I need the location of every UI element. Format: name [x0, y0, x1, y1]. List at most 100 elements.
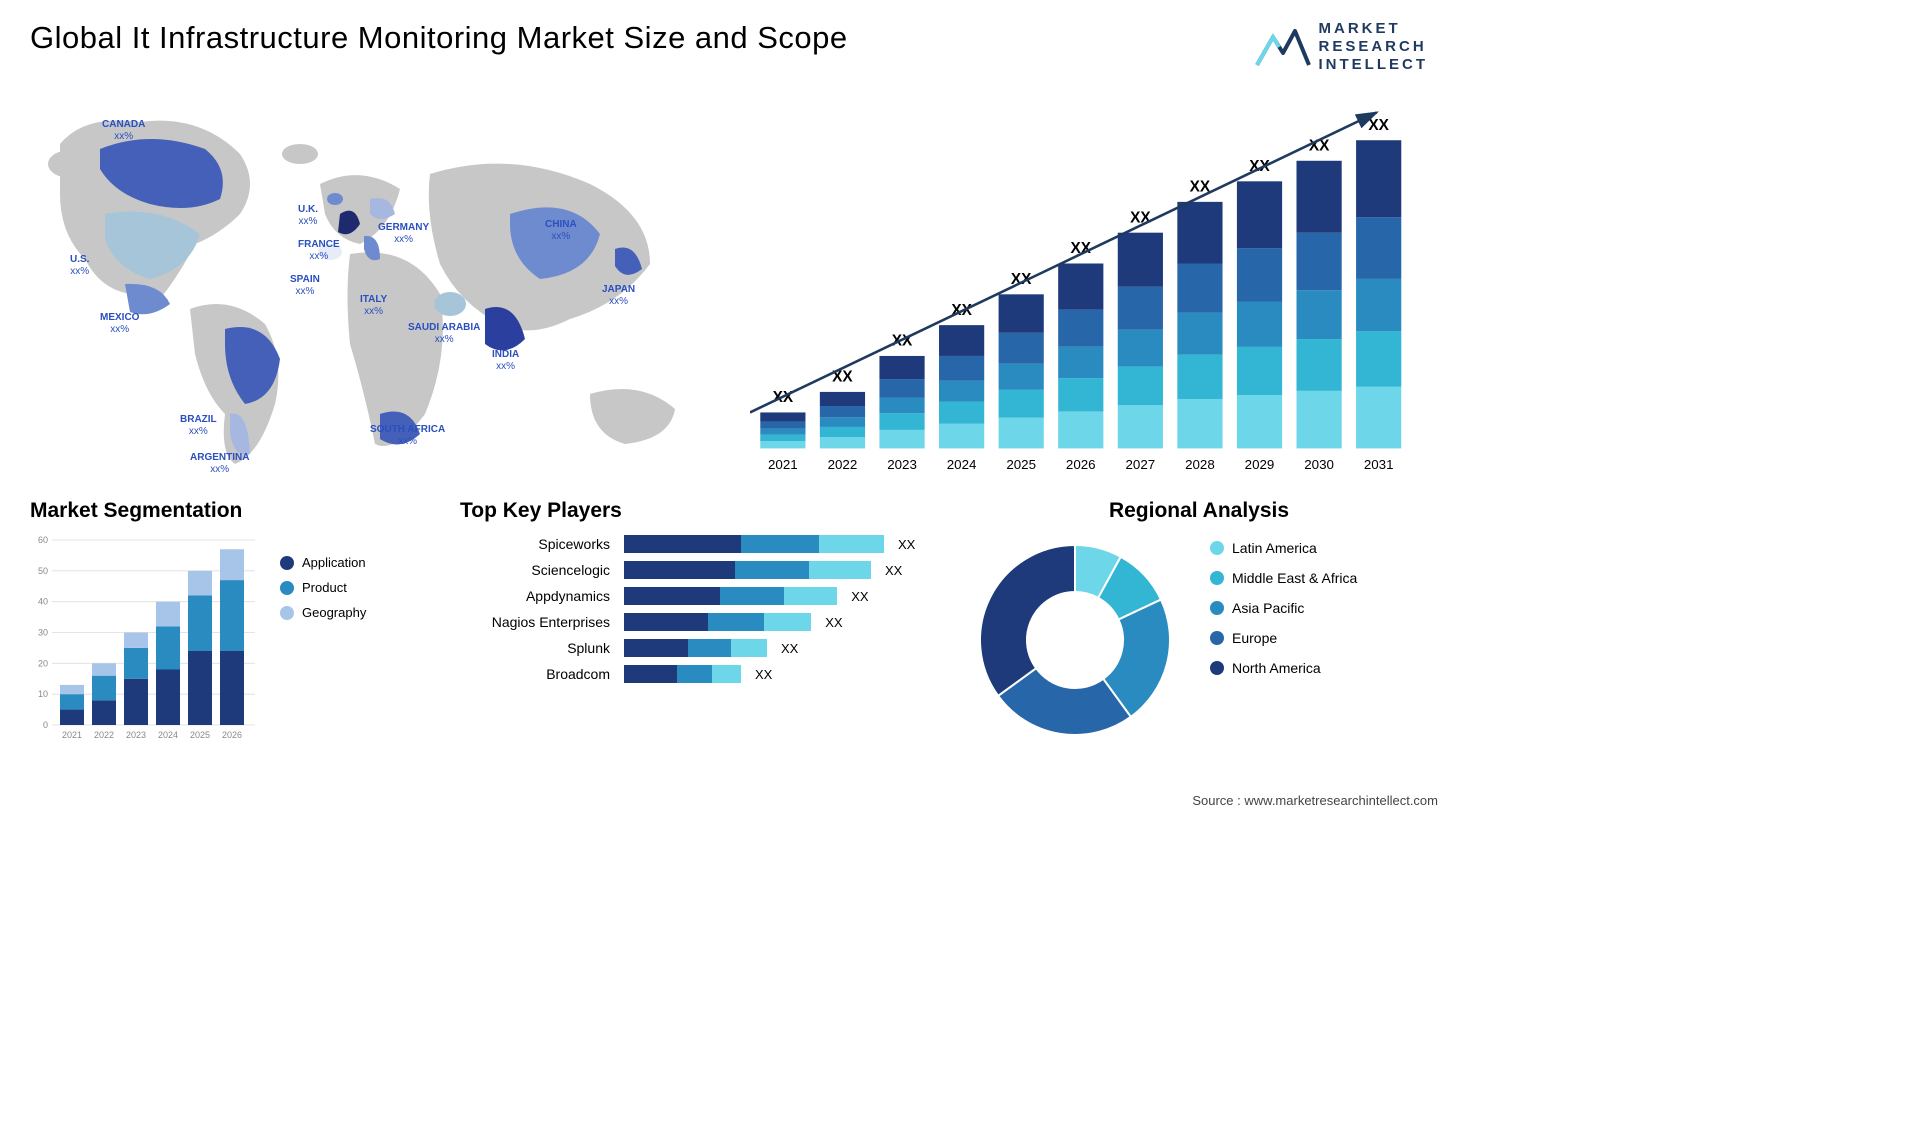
legend-item: Middle East & Africa: [1210, 570, 1357, 586]
seg-bar-segment: [188, 596, 212, 652]
player-bar-segment: [624, 639, 688, 657]
bar-segment: [1296, 391, 1341, 449]
player-name: Spiceworks: [460, 536, 610, 552]
segmentation-title: Market Segmentation: [30, 499, 430, 523]
svg-text:30: 30: [38, 628, 48, 638]
player-bar: [624, 639, 767, 657]
world-map: CANADAxx%U.S.xx%MEXICOxx%BRAZILxx%ARGENT…: [30, 94, 710, 474]
segmentation-chart: 0102030405060202120222023202420252026: [30, 535, 260, 745]
year-label: 2030: [1304, 457, 1334, 472]
bar-segment: [1237, 248, 1282, 301]
bar-segment: [999, 364, 1044, 390]
year-label: 2024: [947, 457, 977, 472]
player-value: XX: [851, 589, 868, 604]
legend-label: Geography: [302, 605, 366, 620]
player-bar: [624, 613, 811, 631]
bar-segment: [879, 430, 924, 448]
seg-bar-segment: [92, 663, 116, 675]
bar-segment: [1058, 347, 1103, 378]
player-value: XX: [898, 537, 915, 552]
legend-dot: [1210, 631, 1224, 645]
regional-donut-chart: [970, 535, 1180, 745]
bar-segment: [999, 418, 1044, 449]
legend-item: Asia Pacific: [1210, 600, 1357, 616]
seg-bar-segment: [92, 700, 116, 725]
seg-bar-segment: [124, 679, 148, 725]
legend-dot: [280, 556, 294, 570]
svg-text:10: 10: [38, 689, 48, 699]
year-label: 2027: [1126, 457, 1156, 472]
bar-segment: [1237, 395, 1282, 448]
player-bar-segment: [731, 639, 767, 657]
legend-item: Latin America: [1210, 540, 1357, 556]
source-text: Source : www.marketresearchintellect.com: [1192, 793, 1438, 808]
legend-dot: [1210, 571, 1224, 585]
players-title: Top Key Players: [460, 499, 940, 523]
player-value: XX: [825, 615, 842, 630]
legend-dot: [280, 581, 294, 595]
legend-label: Product: [302, 580, 347, 595]
bar-segment: [1177, 202, 1222, 264]
seg-bar-segment: [124, 648, 148, 679]
bar-segment: [1118, 405, 1163, 448]
bar-segment: [1058, 378, 1103, 411]
players-panel: Top Key Players Spiceworks XX Sciencelog…: [460, 499, 940, 745]
bar-segment: [1058, 310, 1103, 347]
bar-segment: [1118, 330, 1163, 367]
bar-segment: [879, 379, 924, 397]
legend-dot: [1210, 541, 1224, 555]
bar-segment: [879, 413, 924, 430]
bar-segment: [1118, 366, 1163, 405]
bar-segment: [1058, 411, 1103, 448]
bar-segment: [1118, 287, 1163, 330]
logo-line3: INTELLECT: [1319, 56, 1429, 74]
bar-segment: [879, 398, 924, 414]
svg-text:40: 40: [38, 597, 48, 607]
year-label: 2023: [887, 457, 917, 472]
player-bar-segment: [708, 613, 764, 631]
bar-segment: [1237, 181, 1282, 248]
legend-item: Product: [280, 580, 366, 595]
seg-bar-segment: [156, 626, 180, 669]
regional-title: Regional Analysis: [970, 499, 1428, 523]
legend-label: Application: [302, 555, 366, 570]
bar-segment: [760, 421, 805, 428]
player-bar-segment: [677, 665, 712, 683]
player-bar-segment: [819, 535, 884, 553]
svg-text:20: 20: [38, 658, 48, 668]
logo-line1: MARKET: [1319, 20, 1429, 38]
player-value: XX: [885, 563, 902, 578]
year-label: 2022: [828, 457, 858, 472]
legend-label: North America: [1232, 660, 1321, 676]
legend-item: Geography: [280, 605, 366, 620]
seg-bar-segment: [220, 580, 244, 651]
player-bar-segment: [809, 561, 871, 579]
bar-segment: [1177, 355, 1222, 399]
bar-segment: [999, 390, 1044, 418]
seg-bar-segment: [188, 571, 212, 596]
player-value: XX: [755, 667, 772, 682]
segmentation-panel: Market Segmentation 01020304050602021202…: [30, 499, 430, 745]
svg-text:50: 50: [38, 566, 48, 576]
seg-bar-segment: [156, 602, 180, 627]
bar-segment: [939, 325, 984, 356]
bar-segment: [760, 435, 805, 441]
legend-dot: [280, 606, 294, 620]
year-label: 2026: [1066, 457, 1096, 472]
regional-legend: Latin America Middle East & Africa Asia Pa…: [1210, 540, 1357, 676]
player-name: Nagios Enterprises: [460, 614, 610, 630]
bar-segment: [939, 424, 984, 449]
bar-value-label: XX: [1368, 117, 1389, 134]
player-row: Spiceworks XX: [460, 535, 940, 553]
bar-segment: [820, 417, 865, 427]
svg-text:2026: 2026: [222, 730, 242, 740]
bar-segment: [820, 406, 865, 417]
player-bar-segment: [624, 613, 708, 631]
bar-segment: [939, 356, 984, 381]
player-row: Appdynamics XX: [460, 587, 940, 605]
bar-segment: [1296, 339, 1341, 391]
bar-segment: [820, 427, 865, 437]
legend-label: Middle East & Africa: [1232, 570, 1357, 586]
bar-segment: [1177, 263, 1222, 312]
seg-bar-segment: [60, 685, 84, 694]
